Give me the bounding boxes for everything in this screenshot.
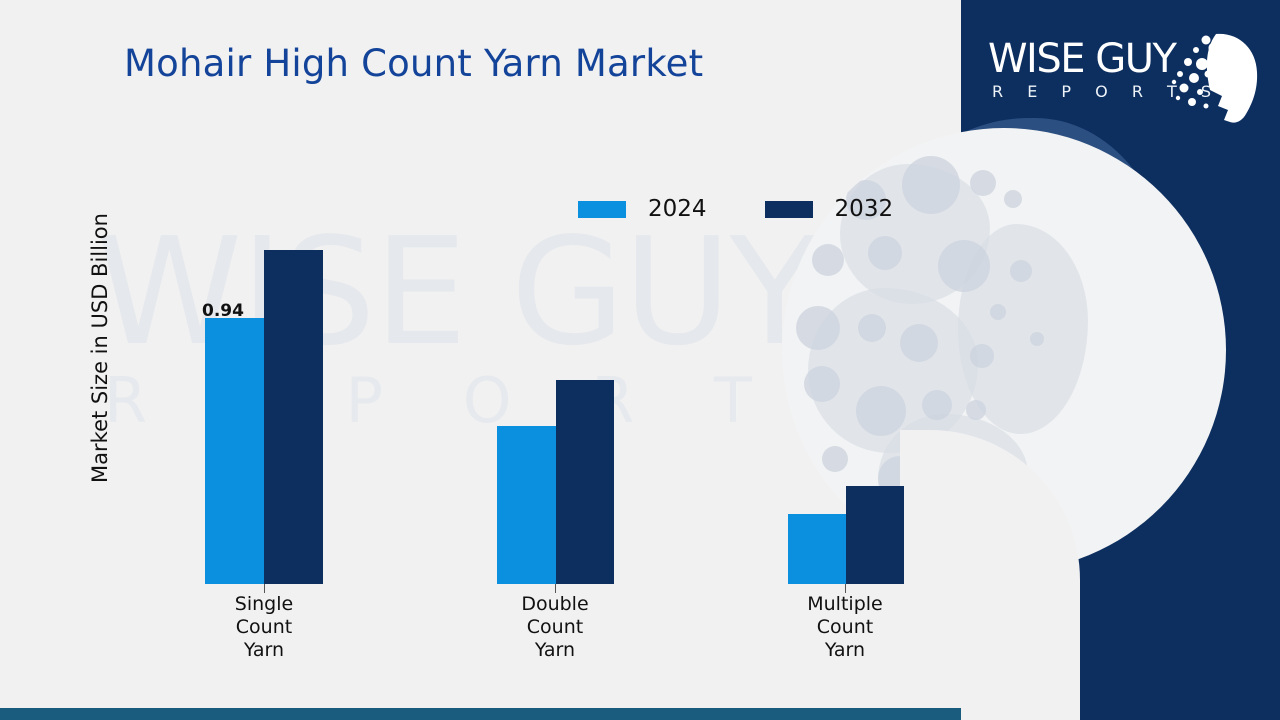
bar-2024-double-count-yarn [497,426,556,584]
x-category-line: Yarn [534,639,576,661]
wiseguy-logo: WISE GUY R E P O R T S [966,30,1266,126]
x-category-line: Count [526,616,584,638]
bar-2032-double-count-yarn [556,380,614,584]
legend-label-2024: 2024 [648,196,707,222]
head-profile-dots-icon [1158,30,1262,126]
x-category-label-1: Double Count Yarn [455,593,655,662]
logo-sub-text: R E P O R T S [992,82,1221,101]
x-tick-1 [555,584,556,593]
x-category-line: Single [234,593,294,615]
x-tick-2 [845,584,846,593]
x-category-label-0: Single Count Yarn [164,593,364,662]
legend-item-2032[interactable]: 2032 [764,196,894,222]
bar-2032-single-count-yarn [264,250,323,584]
x-category-line: Double [521,593,589,615]
x-category-line: Multiple [807,593,883,615]
page-title: Mohair High Count Yarn Market [124,42,704,85]
bar-chart: Market Size in USD Billion 0.94 Single C… [88,196,945,662]
y-axis-label: Market Size in USD Billion [88,213,112,483]
legend-swatch-2024 [578,200,626,218]
x-category-line: Yarn [824,639,866,661]
data-label-0: 0.94 [202,301,244,321]
bar-2032-multiple-count-yarn [846,486,904,584]
bar-2024-multiple-count-yarn [788,514,846,584]
logo-main-text: WISE GUY [988,36,1177,82]
bar-2024-single-count-yarn [205,318,264,584]
legend-item-2024[interactable]: 2024 [578,196,707,222]
x-category-line: Yarn [243,639,285,661]
x-category-line: Count [816,616,874,638]
x-category-line: Count [235,616,293,638]
bottom-accent-bar [0,708,961,720]
x-tick-0 [264,584,265,593]
x-category-label-2: Multiple Count Yarn [745,593,945,662]
chart-legend: 2024 2032 [578,196,893,222]
legend-swatch-2032 [764,200,813,218]
legend-label-2032: 2032 [834,196,894,222]
